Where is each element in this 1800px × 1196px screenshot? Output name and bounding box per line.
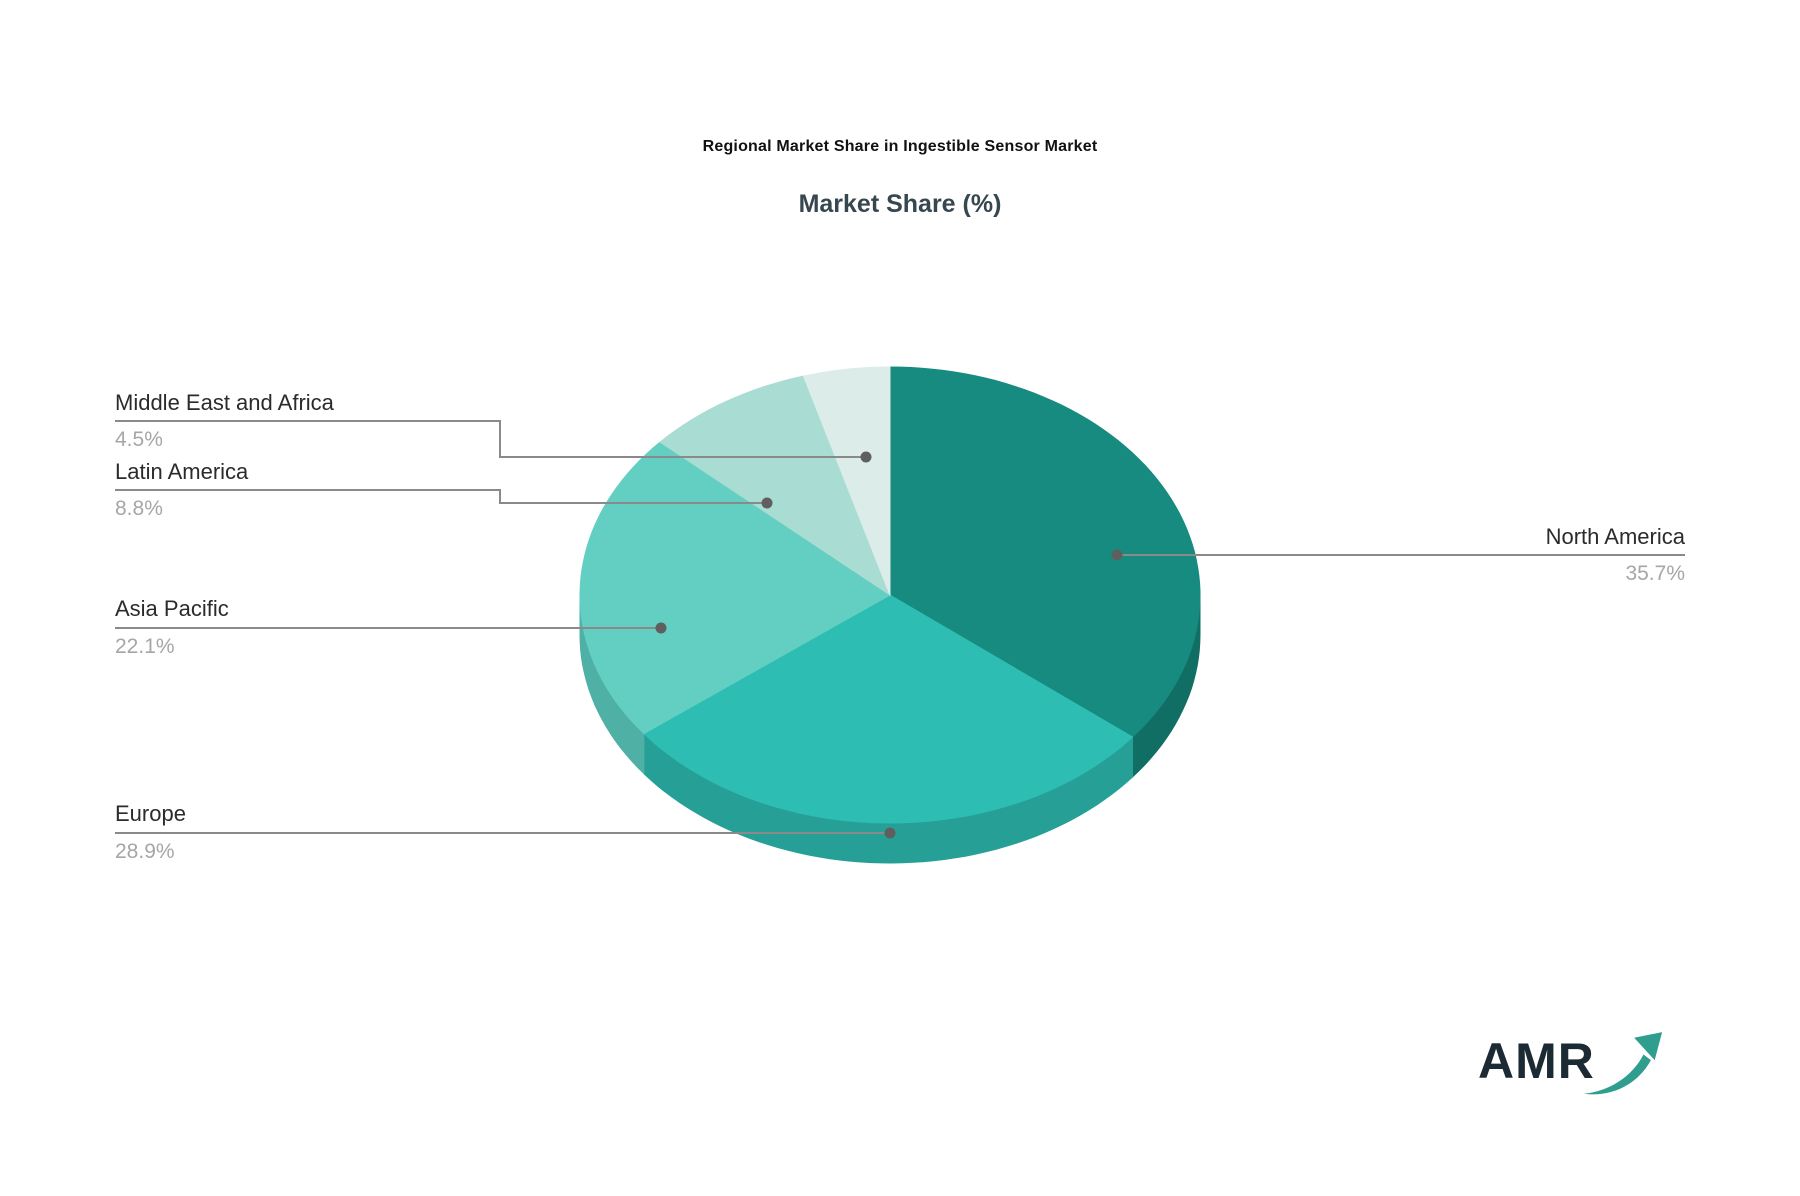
slice-value-middle-east-and-africa: 4.5%: [115, 428, 163, 451]
leader-dot-middle-east-and-africa: [860, 451, 872, 463]
leader-dot-north-america: [1111, 549, 1123, 561]
leader-line-middle-east-and-africa: [115, 420, 866, 458]
slice-label-north-america: North America: [1545, 524, 1685, 549]
pie-slice-north-america[interactable]: [889, 366, 1201, 738]
amr-logo: AMR: [1478, 1032, 1698, 1112]
leader-dot-europe: [884, 827, 896, 839]
chart-subtitle: Market Share (%): [798, 190, 1002, 218]
chart-title: Regional Market Share in Ingestible Sens…: [702, 138, 1098, 155]
pie-slice-asia-pacific[interactable]: [579, 441, 891, 735]
growth-arrow-icon: [1583, 1032, 1663, 1095]
leader-dot-latin-america: [761, 497, 773, 509]
slice-label-asia-pacific: Asia Pacific: [115, 596, 229, 621]
slice-value-north-america: 35.7%: [1625, 562, 1685, 585]
leader-dot-asia-pacific: [655, 622, 667, 634]
pie-slice-middle-east-and-africa[interactable]: [802, 366, 891, 596]
slice-value-latin-america: 8.8%: [115, 497, 163, 520]
pie-slice-latin-america[interactable]: [659, 375, 892, 597]
slice-label-middle-east-and-africa: Middle East and Africa: [115, 390, 334, 415]
slice-label-europe: Europe: [115, 801, 186, 826]
slice-value-europe: 28.9%: [115, 840, 175, 863]
leader-line-latin-america: [115, 489, 767, 504]
amr-logo-text: AMR: [1478, 1033, 1595, 1089]
pie-slice-europe[interactable]: [643, 594, 1134, 824]
slice-label-latin-america: Latin America: [115, 459, 249, 484]
slice-value-asia-pacific: 22.1%: [115, 635, 175, 658]
